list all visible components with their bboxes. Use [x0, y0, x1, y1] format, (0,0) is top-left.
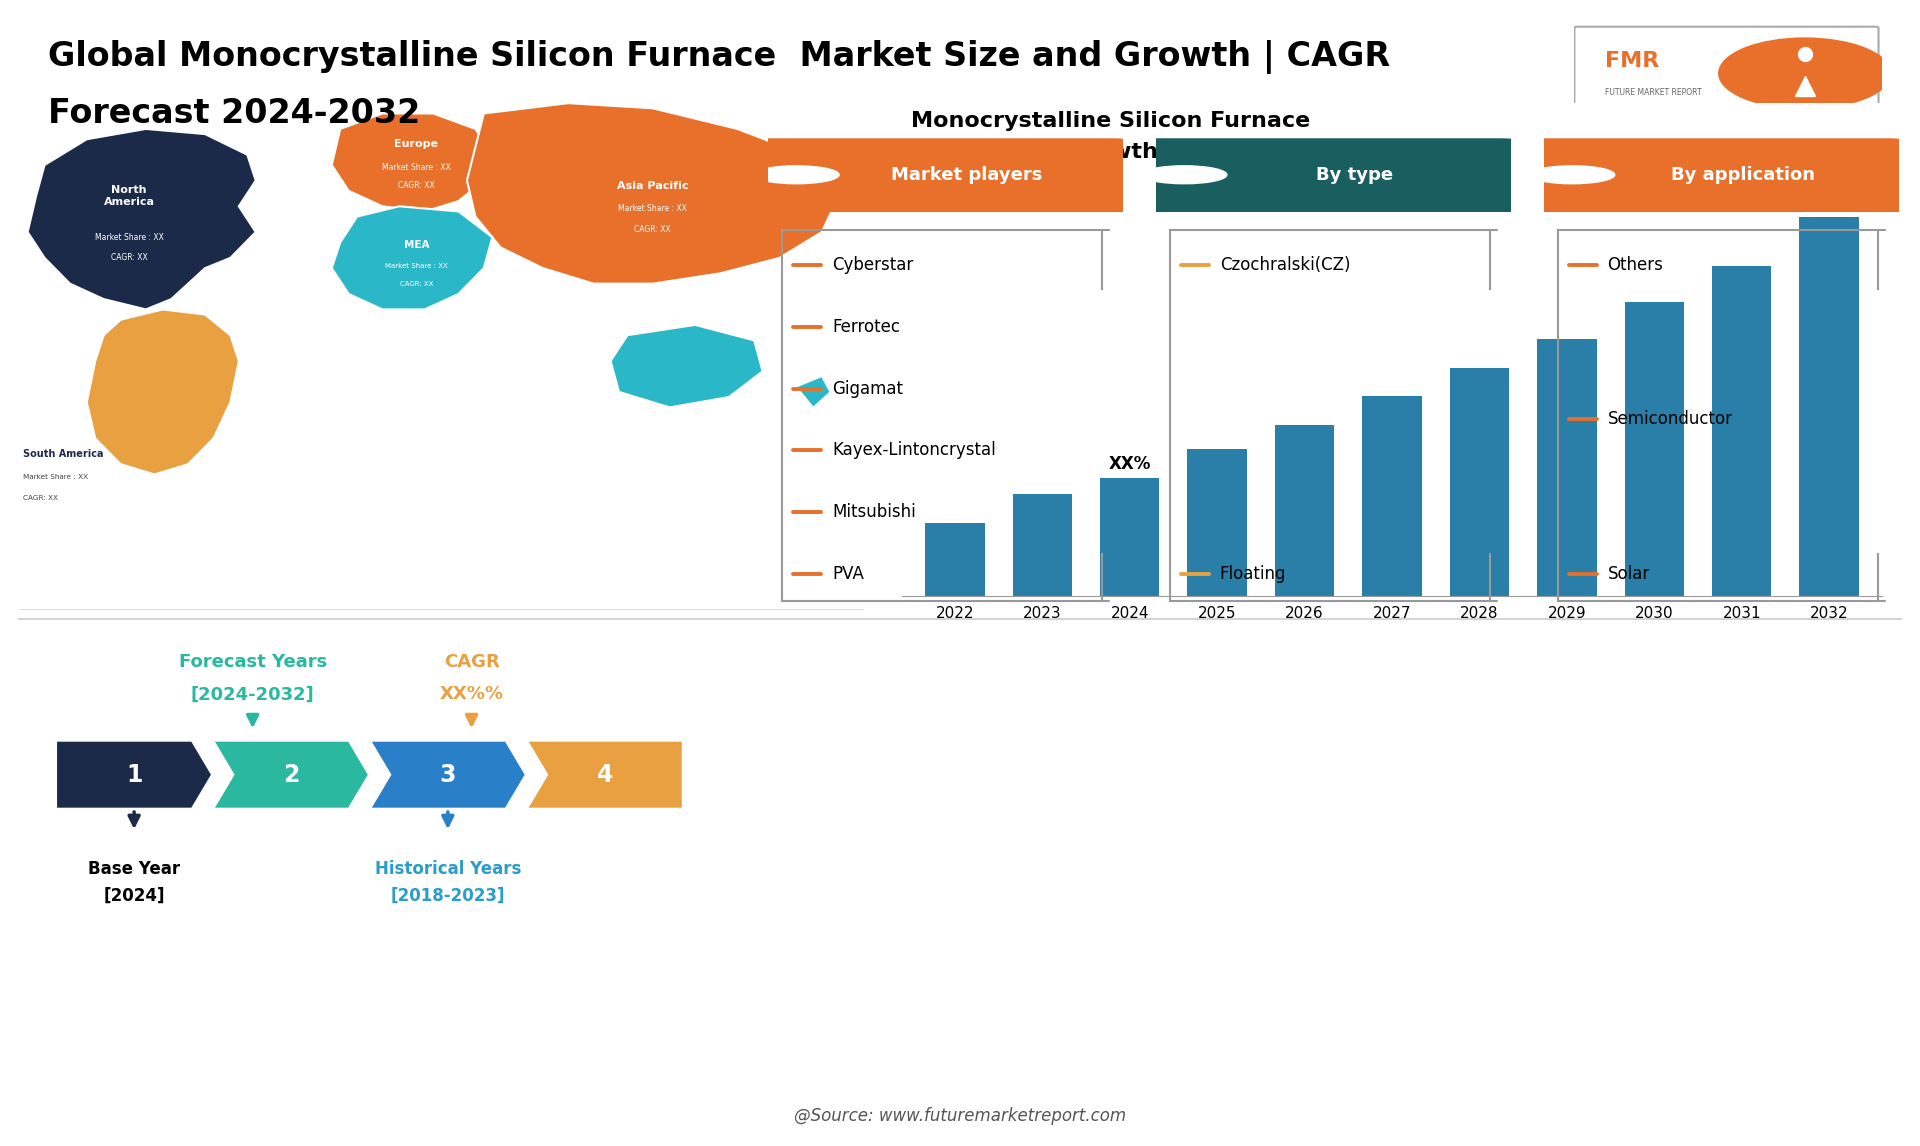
Text: Solar: Solar: [1607, 565, 1649, 582]
Text: Market players: Market players: [891, 166, 1043, 183]
Circle shape: [1530, 166, 1615, 183]
Bar: [1624, 303, 1684, 596]
Text: By type: By type: [1317, 166, 1394, 183]
Text: Czochralski(CZ): Czochralski(CZ): [1219, 257, 1350, 274]
Text: Semiconductor: Semiconductor: [1607, 410, 1732, 429]
Text: Ferrotec: Ferrotec: [831, 317, 900, 336]
Text: Asia Pacific: Asia Pacific: [616, 181, 689, 190]
Text: Market Share : XX: Market Share : XX: [382, 163, 451, 172]
Text: Market Share : XX: Market Share : XX: [618, 204, 687, 213]
Text: XX%: XX%: [1108, 455, 1150, 473]
Polygon shape: [369, 740, 526, 809]
Text: North
America: North America: [104, 185, 154, 207]
Text: CAGR: XX: CAGR: XX: [111, 253, 148, 262]
Polygon shape: [611, 324, 762, 408]
Bar: [925, 523, 985, 596]
Text: Forecast 2024-2032: Forecast 2024-2032: [48, 97, 420, 131]
Bar: [1538, 339, 1597, 596]
Text: Monocrystalline Silicon Furnace
Market Size Growth In
Bln or Mln: Monocrystalline Silicon Furnace Market S…: [912, 111, 1309, 194]
Text: FMR: FMR: [1605, 50, 1659, 71]
Bar: [1450, 368, 1509, 596]
FancyBboxPatch shape: [1574, 26, 1878, 147]
Text: CAGR: XX: CAGR: XX: [397, 181, 434, 190]
Text: Market Share : XX: Market Share : XX: [23, 474, 88, 480]
Text: MEA: MEA: [403, 240, 428, 250]
Text: Others: Others: [1607, 257, 1663, 274]
FancyBboxPatch shape: [747, 139, 1135, 213]
Text: Historical Years: Historical Years: [374, 860, 520, 878]
FancyBboxPatch shape: [1523, 139, 1910, 213]
Text: 3: 3: [440, 763, 457, 786]
Text: Floating: Floating: [1219, 565, 1286, 582]
Text: Market Share : XX: Market Share : XX: [94, 233, 163, 242]
Polygon shape: [27, 128, 255, 309]
Text: Global Monocrystalline Silicon Furnace  Market Size and Growth | CAGR: Global Monocrystalline Silicon Furnace M…: [48, 40, 1390, 74]
Bar: [1187, 449, 1246, 596]
Text: [2018-2023]: [2018-2023]: [390, 887, 505, 905]
Text: @Source: www.futuremarketreport.com: @Source: www.futuremarketreport.com: [795, 1107, 1125, 1125]
Bar: [1275, 425, 1334, 596]
Text: [2024]: [2024]: [104, 887, 165, 905]
Text: CAGR: XX: CAGR: XX: [23, 495, 58, 501]
Polygon shape: [86, 309, 238, 474]
Text: Base Year: Base Year: [88, 860, 180, 878]
Polygon shape: [332, 206, 492, 309]
Text: CAGR: XX: CAGR: XX: [634, 225, 672, 234]
Text: Cyberstar: Cyberstar: [831, 257, 914, 274]
Bar: [1713, 266, 1772, 596]
Bar: [1012, 494, 1071, 596]
Text: 2: 2: [282, 763, 300, 786]
FancyBboxPatch shape: [1135, 139, 1523, 213]
Text: Forecast Years: Forecast Years: [179, 653, 326, 672]
Polygon shape: [797, 376, 829, 408]
Polygon shape: [213, 740, 369, 809]
Text: Kayex-Lintoncrystal: Kayex-Lintoncrystal: [831, 441, 996, 460]
Text: Mitsubishi: Mitsubishi: [831, 503, 916, 521]
Text: Gigamat: Gigamat: [831, 379, 902, 398]
Bar: [1100, 478, 1160, 596]
Polygon shape: [467, 103, 839, 283]
Circle shape: [755, 166, 839, 183]
Text: [2024-2032]: [2024-2032]: [190, 685, 315, 704]
Text: CAGR: CAGR: [444, 653, 499, 672]
Polygon shape: [56, 740, 213, 809]
Polygon shape: [332, 113, 492, 211]
Text: PVA: PVA: [831, 565, 864, 582]
Polygon shape: [526, 740, 684, 809]
Text: XX%: XX%: [1809, 194, 1851, 212]
Bar: [1799, 217, 1859, 596]
Text: FUTURE MARKET REPORT: FUTURE MARKET REPORT: [1605, 88, 1701, 96]
Text: Europe: Europe: [394, 140, 438, 149]
Circle shape: [1718, 38, 1891, 109]
Text: 4: 4: [597, 763, 612, 786]
Text: South America: South America: [23, 449, 104, 458]
Text: XX%%: XX%%: [440, 685, 503, 704]
Text: By application: By application: [1670, 166, 1814, 183]
Text: Market Share : XX: Market Share : XX: [384, 262, 447, 268]
Text: CAGR: XX: CAGR: XX: [399, 281, 432, 286]
Text: 1: 1: [127, 763, 142, 786]
Circle shape: [1142, 166, 1227, 183]
Bar: [1363, 397, 1421, 596]
